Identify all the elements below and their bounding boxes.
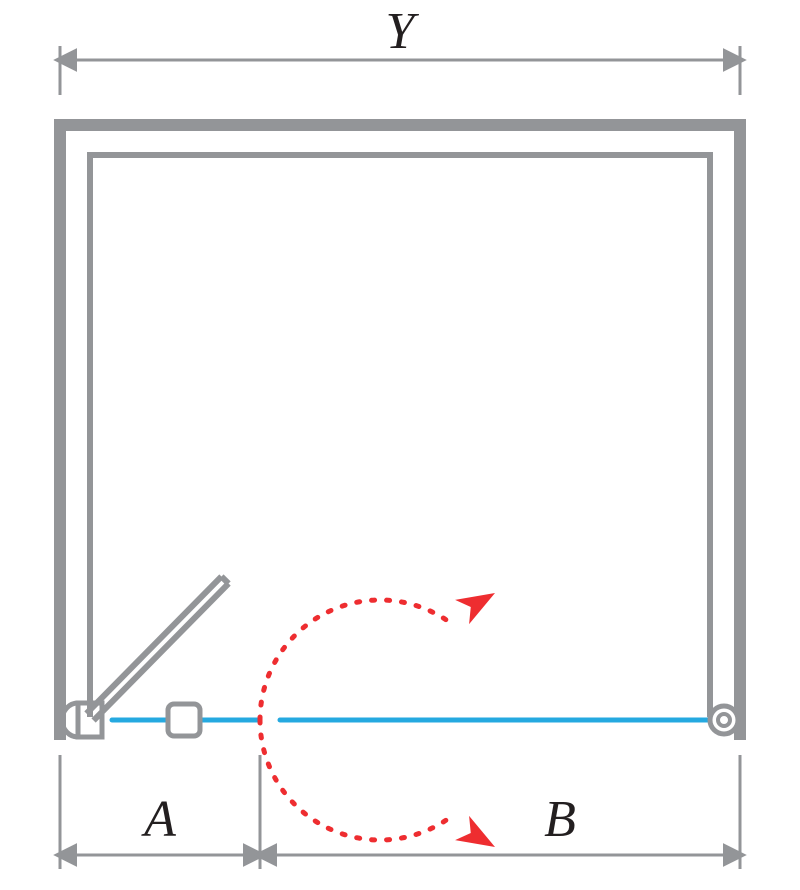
- swing-arc-up: [260, 600, 449, 720]
- pivot-outer: [710, 706, 738, 734]
- swing-arrowhead: [455, 816, 502, 859]
- swing-arc-down: [260, 720, 449, 840]
- dim-label-y: Y: [386, 3, 420, 60]
- dim-label-b: B: [544, 791, 576, 848]
- hinge-block: [168, 704, 200, 736]
- hinge-arm-line-2: [86, 576, 221, 713]
- swing-arrowhead: [455, 581, 502, 624]
- dim-label-a: A: [141, 791, 176, 848]
- hinge-arm-line-1: [94, 584, 229, 721]
- hinge-arm-cap: [221, 576, 228, 583]
